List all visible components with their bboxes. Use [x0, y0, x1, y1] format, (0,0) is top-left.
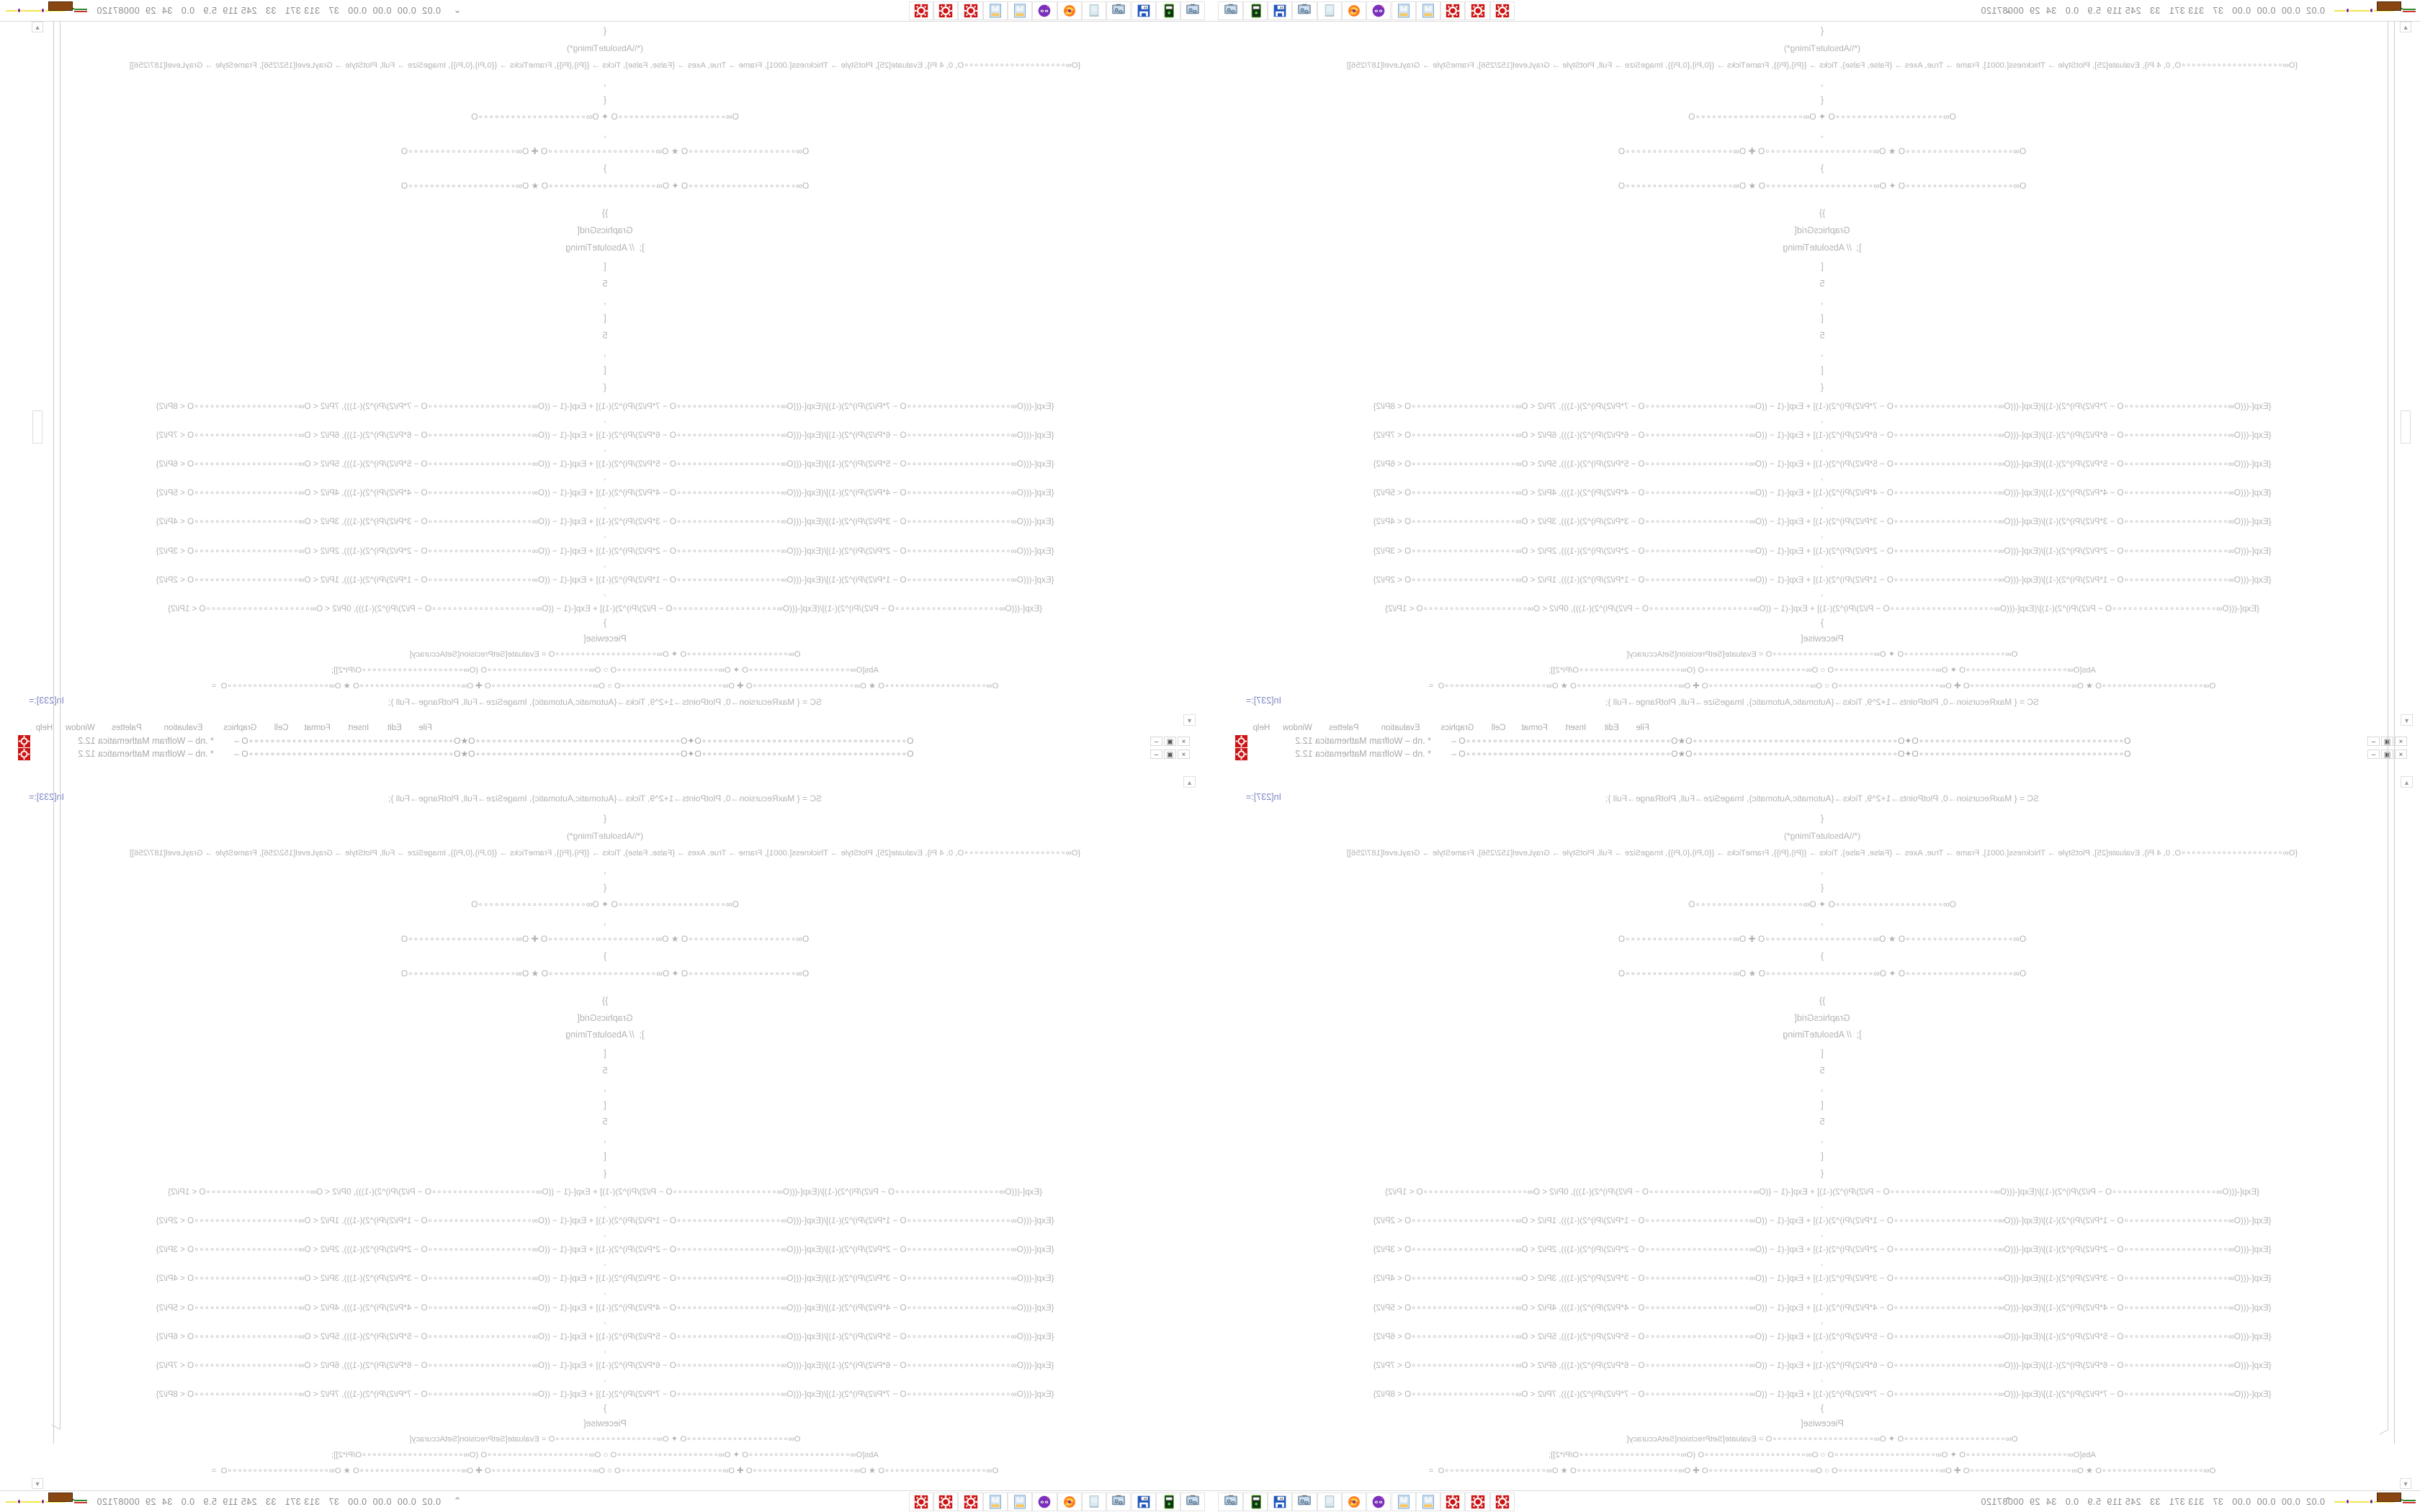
- svg-text:49: 49: [1143, 6, 1147, 9]
- svg-text:49: 49: [1280, 1497, 1283, 1500]
- svg-text:49: 49: [1280, 6, 1283, 9]
- svg-text:49: 49: [1143, 1497, 1147, 1500]
